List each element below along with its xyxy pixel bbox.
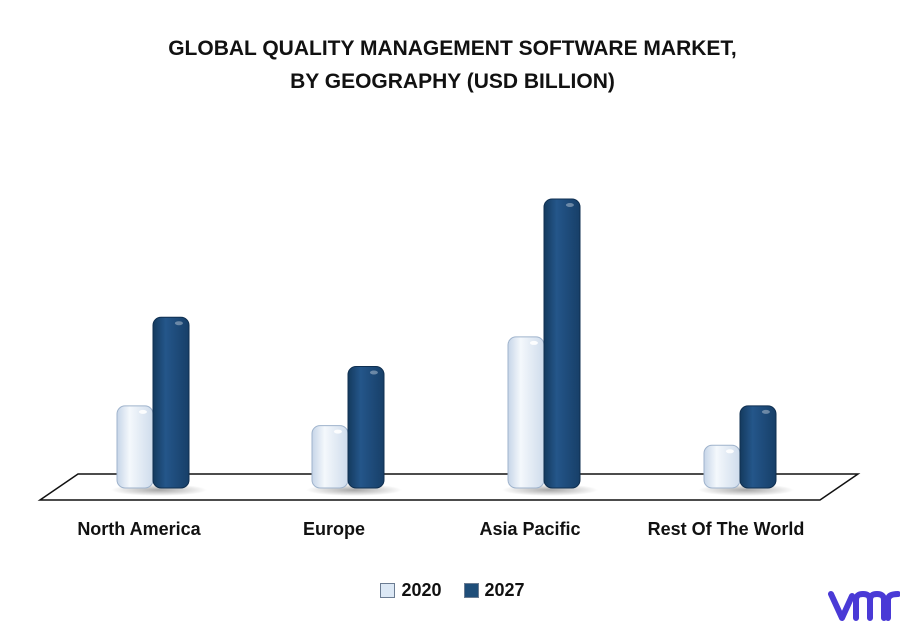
bar-highlight [761,409,770,414]
bar-highlight [138,409,147,414]
x-tick-label: Asia Pacific [479,519,580,539]
bar-2027-asia-pacific [543,198,581,489]
bar-2027-europe [347,365,385,489]
bar-2020-rest-of-the-world [703,444,741,489]
x-tick-label: Europe [303,519,365,539]
x-axis-labels: North America Europe Asia Pacific Rest Of T… [77,519,804,539]
x-tick-label: North America [77,519,201,539]
bar-highlight [174,321,183,326]
bar-2027-rest-of-the-world [739,405,777,489]
bar-2020-europe [311,425,349,489]
chart-title: GLOBAL QUALITY MANAGEMENT SOFTWARE MARKE… [0,32,905,98]
vmr-logo-icon [828,591,900,621]
bar-2020-north-america [116,405,154,489]
bar-2020-asia-pacific [507,336,545,489]
legend-swatch-2027 [463,583,479,598]
bar-highlight [333,429,342,434]
bar-highlight [565,202,574,207]
title-line-2: BY GEOGRAPHY (USD BILLION) [290,70,615,93]
x-tick-label: Rest Of The World [648,519,805,539]
bar-2027-north-america [152,316,190,489]
legend-label-2020: 2020 [401,580,442,600]
bar-highlight [529,340,538,345]
legend-item-2027: 2027 [463,580,525,601]
bar-highlight [369,370,378,375]
legend: 2020 2027 [0,580,905,601]
legend-item-2020: 2020 [380,580,442,601]
legend-swatch-2020 [380,583,396,598]
title-line-1: GLOBAL QUALITY MANAGEMENT SOFTWARE MARKE… [168,37,737,60]
legend-label-2027: 2027 [484,580,525,600]
bar-highlight [725,449,734,454]
bars-group [111,198,794,496]
chart-floor [37,473,861,501]
